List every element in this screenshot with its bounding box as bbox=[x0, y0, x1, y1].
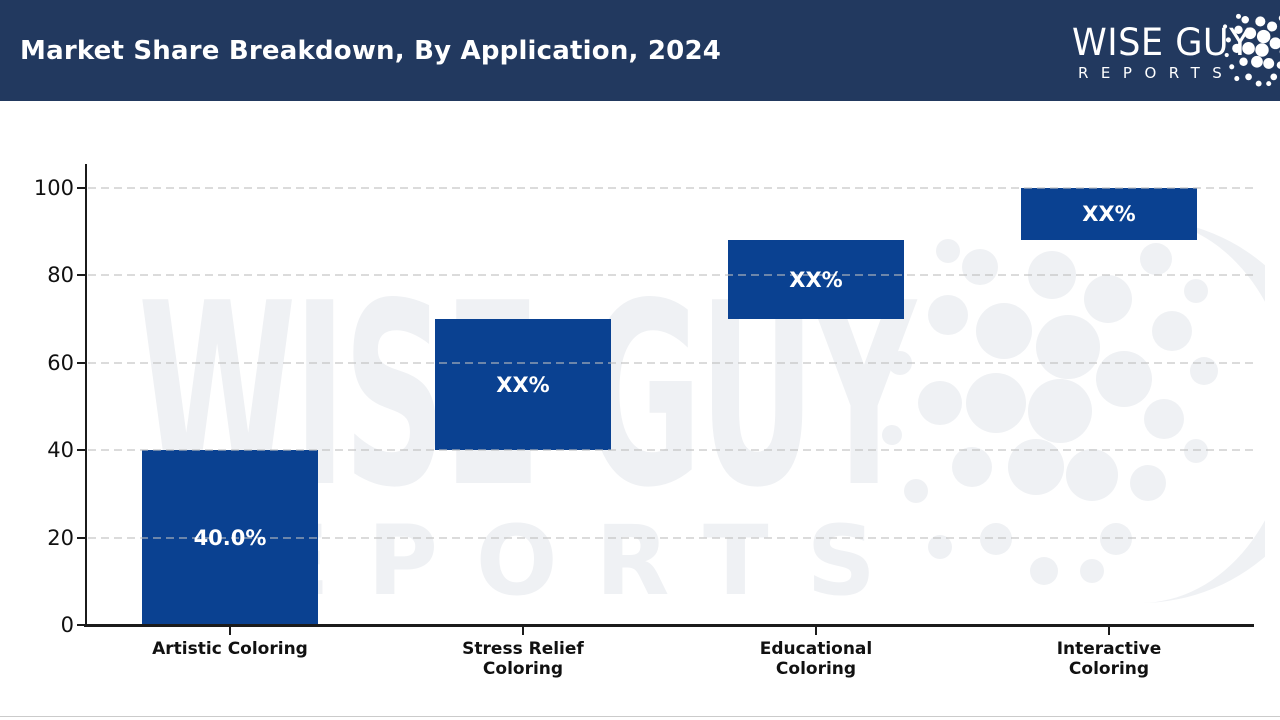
brand-subtext: REPORTS bbox=[1078, 64, 1235, 82]
y-tick-label-40: 40 bbox=[47, 438, 74, 463]
watermark-head-icon bbox=[874, 219, 1265, 603]
x-category-label-artistic-coloring: Artistic Coloring bbox=[115, 639, 345, 659]
bar-value-label-interactive-coloring: XX% bbox=[1082, 202, 1136, 227]
brand-logo: WISE GUY REPORTS bbox=[1030, 0, 1280, 101]
x-tick-artistic-coloring bbox=[229, 627, 231, 635]
y-tick-40 bbox=[77, 449, 86, 452]
bar-value-label-stress-relief-coloring: XX% bbox=[496, 372, 550, 397]
y-tick-label-60: 60 bbox=[47, 350, 74, 375]
y-tick-label-100: 100 bbox=[33, 176, 74, 200]
x-tick-interactive-coloring bbox=[1108, 627, 1110, 635]
y-axis-line bbox=[85, 164, 87, 627]
x-category-label-stress-relief-coloring: Stress Relief Coloring bbox=[408, 639, 638, 679]
x-category-label-interactive-coloring: Interactive Coloring bbox=[994, 639, 1224, 679]
gridline-20 bbox=[88, 536, 1254, 539]
gridline-100 bbox=[88, 187, 1254, 189]
x-category-label-line: Educational bbox=[759, 639, 873, 659]
gridline-80 bbox=[88, 274, 1254, 277]
brand-head-icon bbox=[1222, 9, 1280, 91]
y-tick-80 bbox=[77, 274, 86, 277]
bar-value-label-educational-coloring: XX% bbox=[789, 267, 843, 292]
bottom-divider bbox=[0, 716, 1280, 717]
chart-plot-area: WISE GUY REPORTS 0 20 40 60 80 100 40.0% Artist… bbox=[0, 101, 1280, 716]
header-bar: Market Share Breakdown, By Application, … bbox=[0, 0, 1280, 101]
y-tick-20 bbox=[77, 536, 86, 539]
y-tick-label-20: 20 bbox=[47, 525, 74, 550]
y-tick-label-0: 0 bbox=[60, 613, 74, 637]
x-category-label-educational-coloring: Educational Coloring bbox=[701, 639, 931, 679]
bar-stress-relief-coloring bbox=[435, 319, 611, 451]
gridline-60 bbox=[88, 361, 1254, 364]
x-tick-stress-relief-coloring bbox=[522, 627, 524, 635]
x-category-label-line: Artistic Coloring bbox=[152, 639, 308, 659]
x-category-label-line: Coloring bbox=[482, 659, 564, 679]
bar-value-label-artistic-coloring: 40.0% bbox=[193, 525, 267, 550]
x-category-label-line: Coloring bbox=[775, 659, 857, 679]
y-tick-0 bbox=[77, 624, 86, 626]
x-tick-educational-coloring bbox=[815, 627, 817, 635]
gridline-40 bbox=[88, 449, 1254, 452]
x-category-label-line: Stress Relief bbox=[462, 639, 584, 659]
y-tick-100 bbox=[77, 187, 86, 189]
x-category-label-line: Coloring bbox=[1068, 659, 1150, 679]
x-category-label-line: Interactive bbox=[1056, 639, 1162, 659]
brand-wordmark: WISE GUY bbox=[1072, 21, 1252, 64]
y-tick-label-80: 80 bbox=[47, 263, 74, 288]
page-title: Market Share Breakdown, By Application, … bbox=[20, 35, 722, 66]
x-axis-line bbox=[84, 624, 1254, 627]
y-tick-60 bbox=[77, 361, 86, 364]
